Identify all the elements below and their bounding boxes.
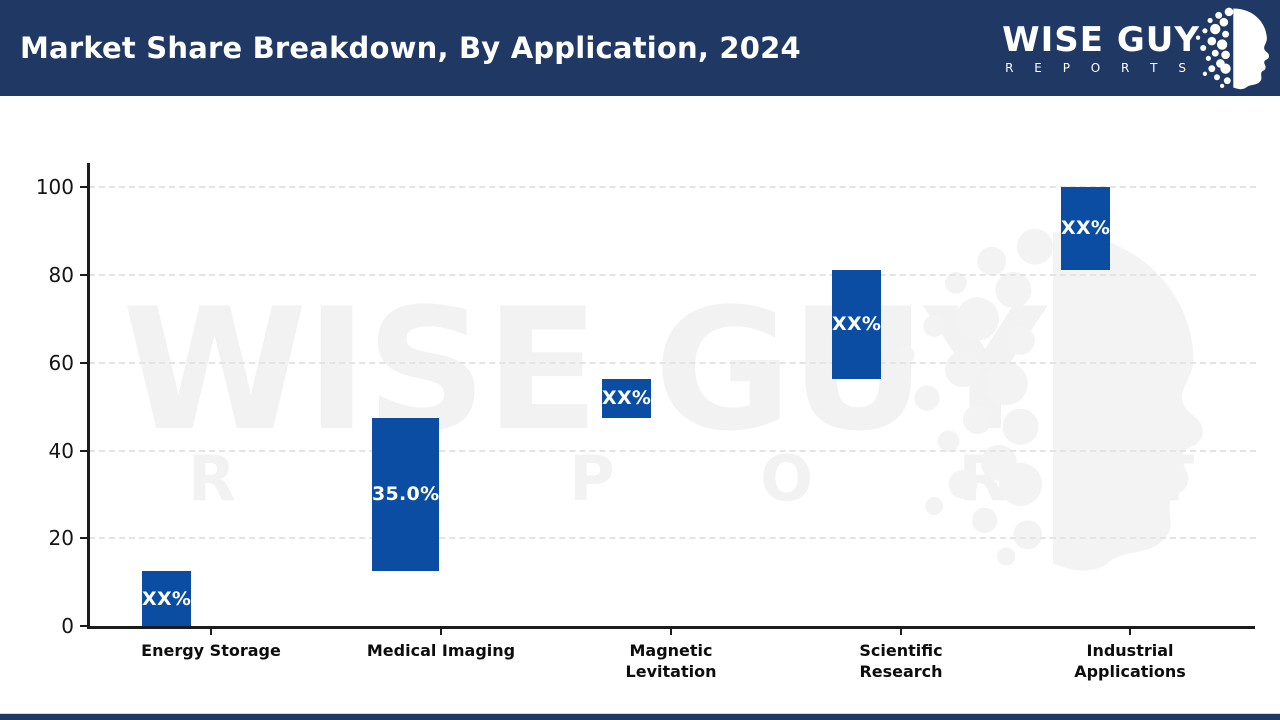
y-tick-label: 60: [48, 350, 74, 375]
x-category-label: Medical Imaging: [366, 641, 516, 660]
x-tick-mark: [210, 629, 212, 635]
x-axis-line: [87, 626, 1255, 629]
x-tick-mark: [1129, 629, 1131, 635]
y-tick-label: 80: [48, 263, 74, 287]
bar-value-label: XX%: [832, 313, 882, 336]
watermark-text-line1: WISE GUY: [122, 272, 1046, 468]
wiseguy-logo-text: WISE GUY R E P O R T S: [1002, 22, 1200, 75]
gridline-40: [89, 449, 1256, 452]
bar-segment: 35.0%: [372, 417, 440, 572]
bar-segment: XX%: [602, 379, 652, 418]
logo-brand-name: WISE GUY: [1002, 19, 1200, 60]
x-category-label: Industrial Applications: [1074, 641, 1186, 681]
x-category-label: Energy Storage: [141, 641, 281, 660]
y-tick-label: 100: [35, 175, 74, 200]
x-tick-mark: [440, 629, 442, 635]
y-tick-mark: [80, 449, 89, 452]
footer-bar: [0, 713, 1280, 720]
bar-segment: XX%: [142, 571, 192, 626]
y-tick-mark: [80, 186, 89, 189]
bar-value-label: XX%: [602, 387, 652, 410]
y-tick-mark: [80, 625, 89, 627]
bar-value-label: XX%: [1061, 217, 1111, 240]
bar-value-label: 35.0%: [372, 483, 440, 506]
x-tick-mark: [670, 629, 672, 635]
x-category-label: Scientific Research: [859, 641, 943, 681]
x-tick-mark: [900, 629, 902, 635]
y-axis-line: [87, 163, 90, 629]
y-tick-label: 40: [48, 438, 74, 463]
y-tick-label: 20: [48, 526, 74, 551]
y-tick-mark: [80, 361, 89, 364]
y-tick-label: 0: [61, 614, 74, 638]
y-tick-mark: [80, 274, 89, 276]
gridline-80: [89, 274, 1256, 276]
bar-segment: XX%: [832, 269, 882, 380]
bar-segment: XX%: [1061, 187, 1111, 270]
page-title: Market Share Breakdown, By Application, …: [20, 31, 801, 65]
gridline-100: [89, 186, 1256, 189]
y-tick-mark: [80, 537, 89, 540]
gridline-20: [89, 537, 1256, 540]
logo-brand-subtitle: R E P O R T S: [1005, 60, 1195, 75]
bar-value-label: XX%: [142, 587, 192, 610]
gridline-60: [89, 361, 1256, 364]
x-category-label: Magnetic Levitation: [625, 641, 717, 681]
wiseguy-logo: WISE GUY R E P O R T S: [1002, 2, 1280, 94]
header-bar: Market Share Breakdown, By Application, …: [0, 0, 1280, 96]
